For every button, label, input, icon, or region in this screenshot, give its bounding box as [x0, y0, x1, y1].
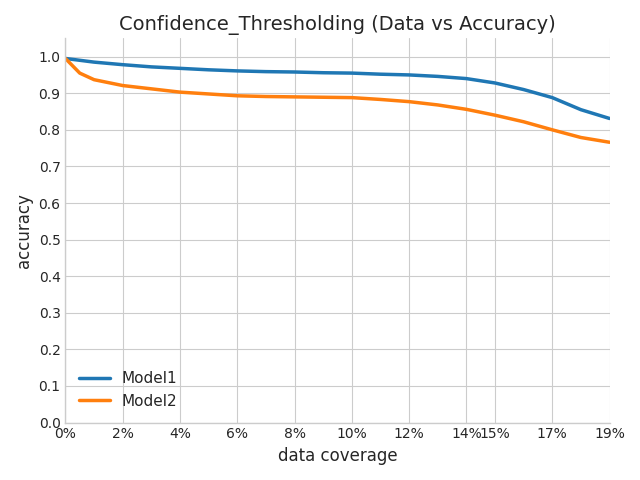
Model2: [147, 86, 155, 92]
Model2: [577, 134, 585, 140]
Model2: [90, 77, 98, 83]
Model1: [147, 64, 155, 70]
Model1: [520, 87, 527, 93]
Model1: [61, 56, 69, 61]
Model2: [262, 94, 269, 99]
Model1: [463, 76, 470, 82]
Legend: Model1, Model2: Model1, Model2: [73, 365, 184, 415]
Model2: [376, 96, 384, 102]
Model1: [319, 70, 327, 76]
Model2: [434, 102, 442, 108]
Model1: [262, 69, 269, 74]
Model1: [577, 107, 585, 113]
Model2: [348, 95, 356, 100]
Model2: [291, 94, 298, 100]
Model2: [76, 70, 84, 76]
Model2: [119, 83, 127, 88]
Model1: [176, 65, 184, 71]
Model1: [348, 70, 356, 76]
Model2: [605, 139, 613, 145]
Model1: [119, 62, 127, 68]
Model1: [205, 67, 212, 72]
Model1: [90, 59, 98, 65]
X-axis label: data coverage: data coverage: [278, 447, 397, 465]
Model2: [491, 112, 499, 118]
Model2: [205, 91, 212, 97]
Model1: [76, 58, 84, 63]
Model2: [234, 93, 241, 99]
Model2: [520, 119, 527, 125]
Model2: [548, 127, 556, 132]
Model1: [434, 73, 442, 79]
Model1: [548, 95, 556, 100]
Title: Confidence_Thresholding (Data vs Accuracy): Confidence_Thresholding (Data vs Accurac…: [119, 15, 556, 35]
Model2: [405, 99, 413, 105]
Model2: [319, 95, 327, 100]
Model2: [463, 107, 470, 112]
Model1: [605, 116, 613, 121]
Model1: [291, 69, 298, 75]
Model1: [405, 72, 413, 78]
Y-axis label: accuracy: accuracy: [15, 193, 33, 268]
Model1: [491, 80, 499, 86]
Line: Model2: Model2: [65, 59, 609, 142]
Line: Model1: Model1: [65, 59, 609, 119]
Model1: [234, 68, 241, 74]
Model2: [176, 89, 184, 95]
Model1: [376, 72, 384, 77]
Model2: [61, 56, 69, 61]
